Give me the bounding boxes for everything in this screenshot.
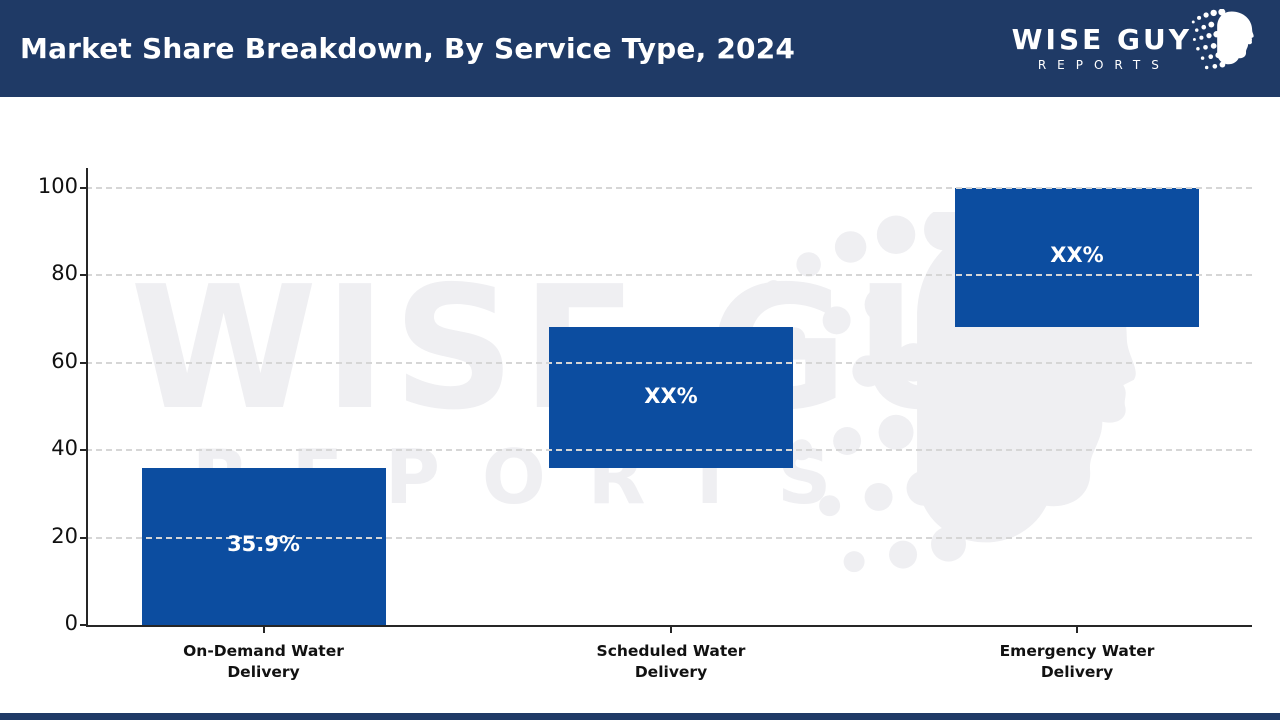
- category-label-line1: Emergency Water: [999, 642, 1155, 660]
- x-axis-line: [86, 625, 1252, 627]
- footer-bar: [0, 713, 1280, 720]
- x-axis-category-label: Scheduled Water Delivery: [521, 641, 821, 683]
- logo-subtitle: REPORTS: [1037, 57, 1170, 72]
- y-axis-tick: [80, 624, 86, 626]
- logo-wordmark: WISE GUY: [1011, 23, 1192, 57]
- gridline: [86, 361, 1252, 364]
- category-label-line2: Delivery: [1040, 663, 1114, 681]
- y-axis-label: 40: [51, 436, 78, 460]
- gridline: [86, 274, 1252, 276]
- gridline: [86, 536, 1252, 539]
- y-axis-tick: [80, 449, 86, 451]
- bar-value-label: XX%: [644, 383, 698, 408]
- y-axis-tick: [80, 186, 86, 189]
- y-axis-label: 20: [51, 523, 78, 548]
- x-axis-category-label: On-Demand Water Delivery: [114, 641, 414, 683]
- category-label-line1: Scheduled Water: [596, 642, 746, 660]
- x-axis-tick: [670, 627, 672, 633]
- x-axis-tick: [1076, 627, 1078, 633]
- y-axis-tick: [80, 536, 86, 539]
- bar-value-label: XX%: [1050, 243, 1104, 268]
- category-label-line2: Delivery: [634, 663, 708, 681]
- gridline: [86, 449, 1252, 451]
- logo-face-icon: [1188, 9, 1258, 88]
- category-label-line2: Delivery: [227, 663, 300, 681]
- bar-value-label: 35.9%: [227, 532, 300, 557]
- y-axis-label: 100: [37, 173, 78, 198]
- logo-text: WISE GUY REPORTS: [1011, 23, 1192, 72]
- category-label-line1: On-Demand Water: [183, 642, 344, 660]
- x-axis-category-label: Emergency Water Delivery: [927, 641, 1227, 683]
- y-axis-tick: [80, 274, 86, 276]
- wiseguy-logo: WISE GUY REPORTS: [1012, 9, 1258, 88]
- y-axis-label: 60: [51, 348, 78, 373]
- y-axis-label: 0: [64, 611, 78, 635]
- page-title: Market Share Breakdown, By Service Type,…: [20, 32, 796, 65]
- y-axis-label: 80: [51, 261, 78, 285]
- bar-segment: [549, 327, 793, 468]
- x-axis-tick: [262, 627, 265, 633]
- y-axis-line: [86, 168, 88, 627]
- gridline: [86, 186, 1252, 189]
- bar-segment: [955, 187, 1199, 328]
- header-bar: Market Share Breakdown, By Service Type,…: [0, 0, 1280, 97]
- bar-segment: [141, 467, 386, 625]
- y-axis-tick: [80, 361, 86, 364]
